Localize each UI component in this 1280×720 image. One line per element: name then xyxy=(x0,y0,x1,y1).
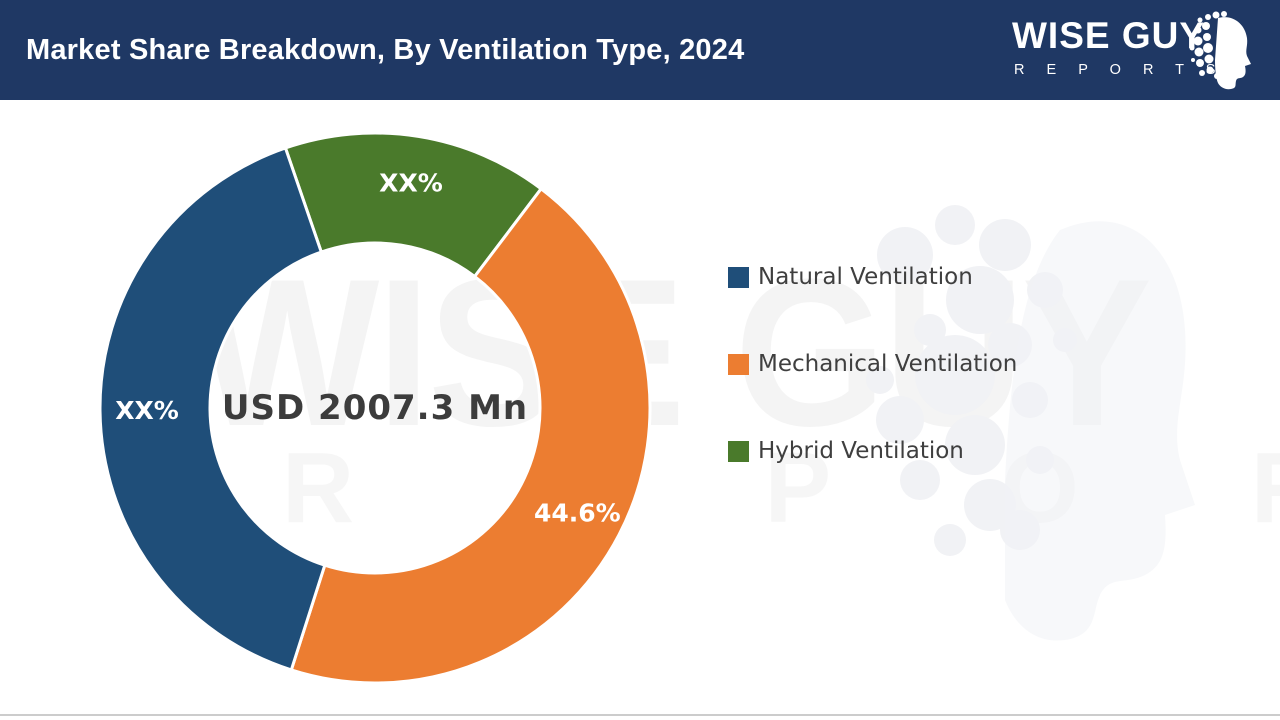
legend-swatch-mechanical-ventilation xyxy=(728,353,749,375)
logo-subtext: R E P O R T S xyxy=(1014,62,1224,78)
legend-swatch-natural-ventilation xyxy=(728,266,749,288)
donut-chart: USD 2007.3 Mn XX% 44.6% XX% xyxy=(98,131,652,685)
bottom-divider xyxy=(0,714,1280,716)
legend-label: Hybrid Ventilation xyxy=(758,438,964,464)
header: Market Share Breakdown, By Ventilation T… xyxy=(0,0,1280,100)
center-value: USD 2007.3 Mn xyxy=(222,388,528,428)
segment-percentage-label: XX% xyxy=(115,396,179,425)
legend-label: Natural Ventilation xyxy=(758,264,973,290)
legend-label: Mechanical Ventilation xyxy=(758,351,1018,377)
legend-item-natural-ventilation: Natural Ventilation xyxy=(728,264,1017,290)
legend-swatch-hybrid-ventilation xyxy=(728,440,749,462)
logo-wordmark: WISE GUY xyxy=(1012,15,1205,56)
page-title: Market Share Breakdown, By Ventilation T… xyxy=(26,33,745,66)
segment-natural-ventilation xyxy=(98,146,327,672)
legend-item-mechanical-ventilation: Mechanical Ventilation xyxy=(728,351,1017,377)
legend: Natural Ventilation Mechanical Ventilati… xyxy=(728,264,1017,464)
legend-item-hybrid-ventilation: Hybrid Ventilation xyxy=(728,438,1017,464)
segment-percentage-label: XX% xyxy=(379,168,443,197)
logo-face-silhouette-icon xyxy=(1215,17,1251,90)
segment-percentage-label: 44.6% xyxy=(534,499,621,528)
logo-head-dots-icon xyxy=(1189,11,1227,79)
wise-guy-logo-icon: WISE GUY R E P O R T S xyxy=(1012,11,1251,90)
segment-mechanical-ventilation xyxy=(289,187,652,685)
